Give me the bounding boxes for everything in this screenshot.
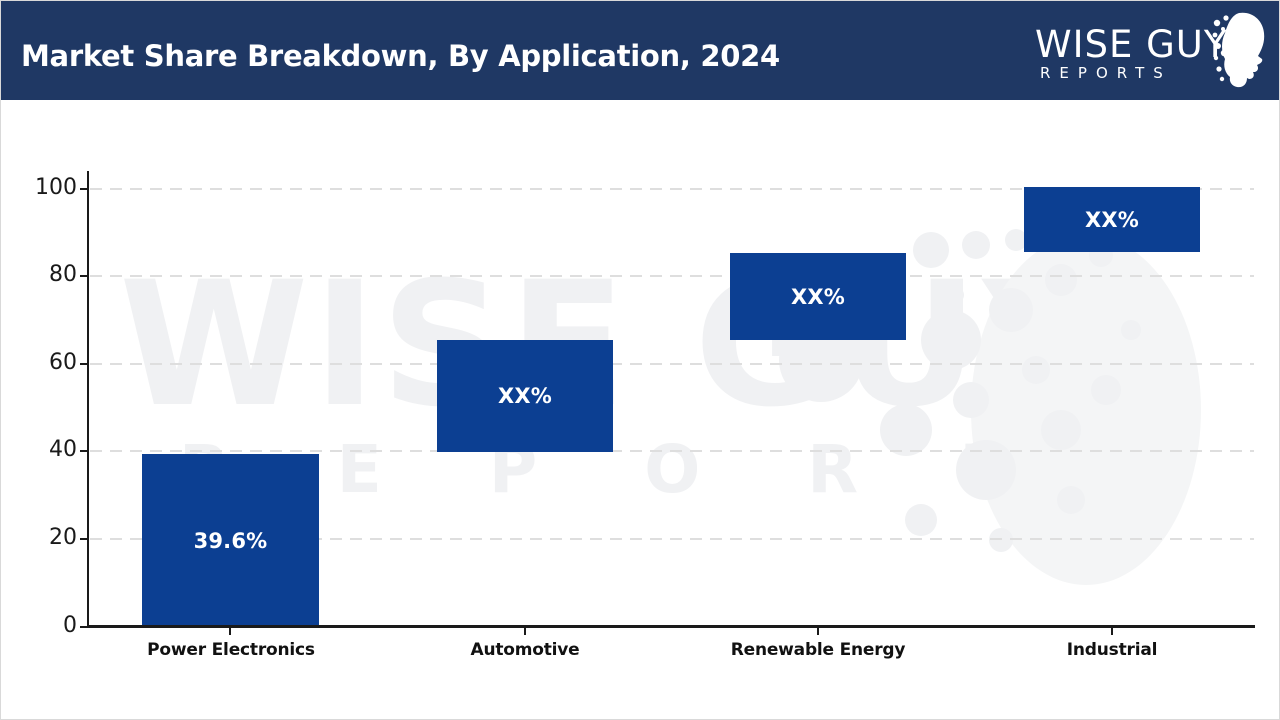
page-title: Market Share Breakdown, By Application, …	[21, 39, 780, 73]
x-tick	[817, 628, 819, 635]
x-category-label: Automotive	[470, 640, 580, 660]
y-tick	[80, 538, 88, 540]
bar-industrial: XX%	[1024, 187, 1200, 252]
bar-value-label: XX%	[790, 284, 846, 309]
y-tick	[80, 363, 88, 365]
gridline	[90, 538, 1254, 540]
y-tick	[80, 188, 88, 190]
y-tick-label: 0	[63, 613, 77, 638]
bar-value-label: XX%	[1084, 207, 1140, 232]
x-category-label: Power Electronics	[147, 640, 315, 660]
x-tick	[229, 628, 231, 635]
brand-logo: WISE GUY REPORTS	[1007, 7, 1267, 95]
brand-subtitle: REPORTS	[1040, 64, 1172, 82]
y-tick-label: 60	[49, 350, 77, 375]
y-tick	[80, 275, 88, 277]
gridline	[90, 363, 1254, 365]
bar-automotive: XX%	[437, 340, 613, 452]
bar-renewable-energy: XX%	[730, 253, 906, 340]
y-tick-label: 80	[49, 262, 77, 287]
gridline	[90, 188, 1254, 190]
y-tick	[80, 450, 88, 452]
x-category-label: Renewable Energy	[730, 640, 906, 660]
bar-value-label: XX%	[497, 384, 553, 408]
y-tick-label: 100	[35, 175, 77, 200]
y-tick-label: 20	[49, 525, 77, 550]
bar-power-electronics: 39.6%	[142, 454, 319, 627]
wiseguy-head-icon	[1212, 12, 1265, 88]
y-tick-label: 40	[49, 437, 77, 462]
gridline	[90, 275, 1254, 277]
x-category-label: Industrial	[1066, 640, 1158, 660]
y-tick	[80, 626, 88, 628]
bar-value-label: 39.6%	[193, 528, 268, 553]
x-tick	[524, 628, 526, 635]
y-axis-line	[87, 171, 89, 628]
brand-name: WISE GUY	[1035, 23, 1228, 66]
watermark-head-dots	[779, 229, 1201, 585]
gridline	[90, 450, 1254, 452]
header-bar: Market Share Breakdown, By Application, …	[1, 1, 1279, 100]
x-tick	[1111, 628, 1113, 635]
x-axis-line	[87, 625, 1255, 628]
